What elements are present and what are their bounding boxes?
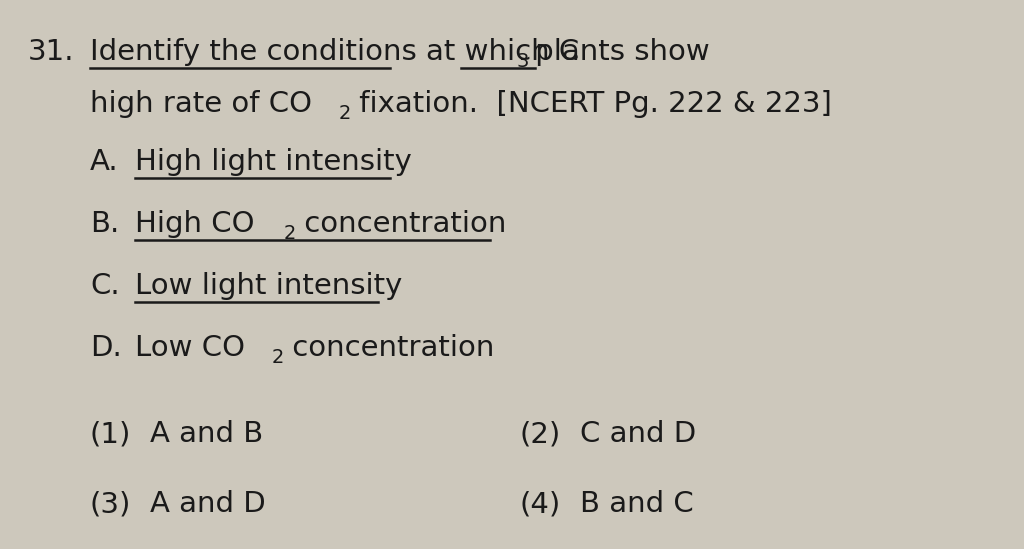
Text: 2: 2 <box>272 348 285 367</box>
Text: D.: D. <box>90 334 122 362</box>
Text: 2: 2 <box>339 104 351 123</box>
Text: fixation.  [NCERT Pg. 222 & 223]: fixation. [NCERT Pg. 222 & 223] <box>350 90 831 118</box>
Text: A and D: A and D <box>150 490 266 518</box>
Text: High CO: High CO <box>135 210 255 238</box>
Text: plants show: plants show <box>526 38 710 66</box>
Text: concentration: concentration <box>283 334 495 362</box>
Text: High light intensity: High light intensity <box>135 148 412 176</box>
Text: A and B: A and B <box>150 420 263 448</box>
Text: concentration: concentration <box>295 210 507 238</box>
Text: (2): (2) <box>520 420 561 448</box>
Text: 31.: 31. <box>28 38 75 66</box>
Text: C.: C. <box>90 272 120 300</box>
Text: B and C: B and C <box>580 490 693 518</box>
Text: Low CO: Low CO <box>135 334 245 362</box>
Text: (3): (3) <box>90 490 131 518</box>
Text: B.: B. <box>90 210 119 238</box>
Text: (4): (4) <box>520 490 561 518</box>
Text: 3: 3 <box>516 52 528 71</box>
Text: Identify the conditions at which C: Identify the conditions at which C <box>90 38 580 66</box>
Text: high rate of CO: high rate of CO <box>90 90 312 118</box>
Text: Low light intensity: Low light intensity <box>135 272 402 300</box>
Text: 2: 2 <box>284 224 296 243</box>
Text: (1): (1) <box>90 420 131 448</box>
Text: C and D: C and D <box>580 420 696 448</box>
Text: A.: A. <box>90 148 119 176</box>
